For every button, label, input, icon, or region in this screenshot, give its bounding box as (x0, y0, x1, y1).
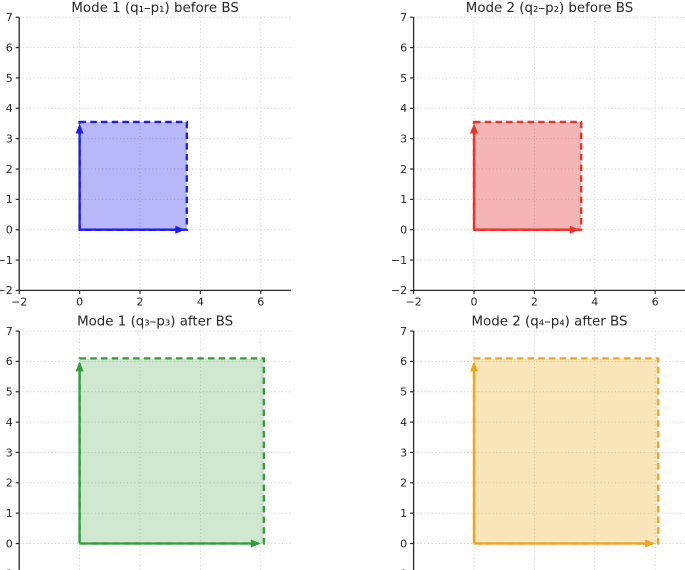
quadrature-p-arrow (470, 361, 478, 544)
arrow-head (470, 361, 478, 372)
x-tick-label: 4 (197, 295, 204, 308)
quadrature-q-arrow (79, 225, 186, 234)
y-tick-label: 3 (6, 132, 13, 145)
y-tick-label: 4 (400, 102, 407, 115)
y-tick-label: 1 (400, 507, 407, 520)
y-tick-label: 6 (400, 355, 407, 368)
y-tick-label: 7 (6, 325, 13, 338)
y-tick-label: 7 (400, 325, 407, 338)
x-tick-label: 0 (471, 295, 478, 308)
arrow-head (250, 539, 261, 548)
y-tick-label: 7 (400, 11, 407, 24)
x-tick-label: −2 (11, 295, 27, 308)
x-tick-label: 4 (591, 295, 598, 308)
quadrature-q-arrow (79, 539, 261, 548)
quadrature-q-arrow (474, 225, 580, 234)
y-tick-label: 2 (6, 477, 13, 490)
x-tick-label: −2 (405, 295, 421, 308)
quadrature-p-arrow (470, 123, 478, 230)
uncertainty-square (78, 357, 265, 545)
quadrature-p-arrow (75, 123, 84, 230)
arrow-head (645, 539, 656, 548)
uncertainty-square (78, 120, 188, 231)
y-tick-label: 1 (400, 193, 407, 206)
y-tick-label: 2 (6, 163, 13, 176)
quadrature-q-arrow (474, 539, 656, 548)
plot-title: Mode 1 (q₁–p₁) before BS (71, 1, 238, 16)
y-tick-label: 4 (6, 102, 13, 115)
arrow-head (175, 225, 186, 234)
uncertainty-square (472, 357, 660, 545)
subplot-mode1-before: −2 −1 0 1 2 3 4 5 6 7 −2 0 2 4 6 Mode 1 (q₁–p₁) before … (0, 1, 291, 308)
y-tick-label: 4 (6, 416, 13, 429)
x-tick-label: 2 (531, 295, 538, 308)
arrow-head (75, 361, 84, 372)
y-tick-label: 6 (400, 41, 407, 54)
uncertainty-square (472, 120, 583, 231)
arrow-head (75, 123, 84, 134)
y-tick-label: 6 (6, 355, 13, 368)
arrow-head (569, 225, 580, 234)
y-tick-label: 0 (400, 224, 407, 237)
y-tick-label: 5 (400, 72, 407, 85)
y-tick-label: −2 (0, 284, 13, 297)
y-tick-label: 2 (400, 163, 407, 176)
y-tick-label: 3 (400, 132, 407, 145)
y-tick-label: 7 (6, 11, 13, 24)
y-tick-label: −2 (391, 284, 407, 297)
y-tick-label: 0 (400, 537, 407, 550)
y-tick-label: 5 (400, 386, 407, 399)
y-tick-label: 0 (6, 537, 13, 550)
y-tick-label: 2 (400, 477, 407, 490)
plot-title: Mode 2 (q₂–p₂) before BS (466, 1, 633, 16)
x-tick-label: 0 (76, 295, 83, 308)
plot-title: Mode 1 (q₃–p₃) after BS (77, 315, 233, 330)
y-tick-label: 4 (400, 416, 407, 429)
subplot-mode2-before: −2 −1 0 1 2 3 4 5 6 7 −2 0 2 4 6 Mode 2 (q₂–p₂) before … (391, 1, 685, 308)
quadrature-p-arrow (75, 361, 84, 544)
y-tick-label: 1 (6, 507, 13, 520)
arrow-head (470, 123, 478, 134)
y-tick-label: −1 (0, 568, 13, 570)
plot-title: Mode 2 (q₄–p₄) after BS (471, 315, 627, 330)
y-tick-label: 3 (400, 446, 407, 459)
y-tick-label: −1 (391, 568, 407, 570)
y-tick-label: 3 (6, 446, 13, 459)
y-tick-label: 6 (6, 41, 13, 54)
y-tick-label: 5 (6, 72, 13, 85)
x-tick-label: 6 (257, 295, 264, 308)
y-tick-label: 0 (6, 224, 13, 237)
y-tick-label: 5 (6, 386, 13, 399)
y-tick-label: −1 (391, 254, 407, 267)
x-tick-label: 2 (137, 295, 144, 308)
x-tick-label: 6 (652, 295, 659, 308)
y-tick-label: 1 (6, 193, 13, 206)
y-tick-label: −1 (0, 254, 13, 267)
